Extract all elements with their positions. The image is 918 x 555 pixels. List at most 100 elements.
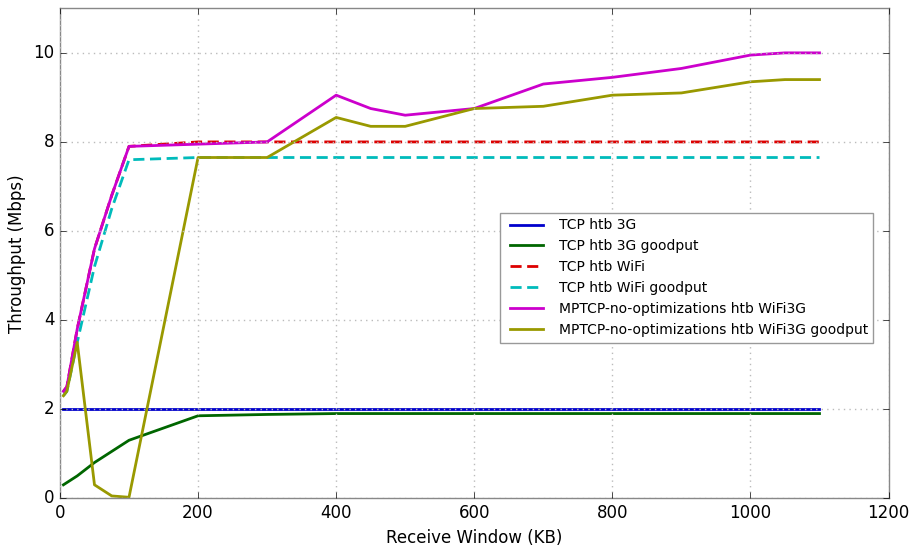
TCP htb 3G goodput [399, 410, 410, 417]
TCP htb WiFi goodput [89, 263, 100, 270]
MPTCP-no-optimizations htb WiFi3G goodput [330, 114, 341, 121]
TCP htb WiFi [193, 139, 204, 145]
TCP htb 3G [538, 406, 549, 412]
MPTCP-no-optimizations htb WiFi3G [72, 326, 83, 332]
MPTCP-no-optimizations htb WiFi3G goodput [399, 123, 410, 130]
MPTCP-no-optimizations htb WiFi3G goodput [538, 103, 549, 110]
TCP htb 3G goodput [62, 480, 73, 486]
TCP htb WiFi goodput [330, 154, 341, 161]
TCP htb 3G [72, 406, 83, 412]
TCP htb WiFi [262, 139, 273, 145]
TCP htb 3G [744, 406, 756, 412]
TCP htb 3G [330, 406, 341, 412]
TCP htb WiFi goodput [58, 392, 69, 399]
TCP htb WiFi goodput [538, 154, 549, 161]
TCP htb 3G [193, 406, 204, 412]
MPTCP-no-optimizations htb WiFi3G goodput [62, 388, 73, 395]
TCP htb WiFi goodput [399, 154, 410, 161]
TCP htb 3G [814, 406, 825, 412]
TCP htb WiFi goodput [193, 154, 204, 161]
MPTCP-no-optimizations htb WiFi3G [676, 65, 687, 72]
TCP htb WiFi [676, 139, 687, 145]
MPTCP-no-optimizations htb WiFi3G [814, 49, 825, 56]
Line: TCP htb WiFi goodput: TCP htb WiFi goodput [63, 158, 820, 396]
TCP htb WiFi [72, 326, 83, 332]
TCP htb WiFi goodput [676, 154, 687, 161]
TCP htb 3G goodput [124, 437, 135, 443]
X-axis label: Receive Window (KB): Receive Window (KB) [386, 529, 563, 547]
MPTCP-no-optimizations htb WiFi3G goodput [607, 92, 618, 98]
TCP htb WiFi [124, 143, 135, 150]
MPTCP-no-optimizations htb WiFi3G goodput [106, 493, 118, 500]
TCP htb 3G goodput [814, 410, 825, 417]
TCP htb WiFi [62, 384, 73, 390]
TCP htb 3G [62, 406, 73, 412]
MPTCP-no-optimizations htb WiFi3G goodput [744, 78, 756, 85]
TCP htb 3G [469, 406, 480, 412]
TCP htb WiFi goodput [744, 154, 756, 161]
TCP htb WiFi goodput [62, 388, 73, 395]
TCP htb WiFi goodput [814, 154, 825, 161]
TCP htb WiFi [814, 139, 825, 145]
MPTCP-no-optimizations htb WiFi3G goodput [814, 76, 825, 83]
TCP htb 3G goodput [72, 472, 83, 479]
MPTCP-no-optimizations htb WiFi3G goodput [262, 154, 273, 161]
TCP htb 3G goodput [262, 411, 273, 418]
TCP htb WiFi goodput [469, 154, 480, 161]
MPTCP-no-optimizations htb WiFi3G goodput [676, 89, 687, 96]
Y-axis label: Throughput (Mbps): Throughput (Mbps) [8, 174, 27, 332]
TCP htb 3G goodput [330, 410, 341, 417]
TCP htb 3G goodput [676, 410, 687, 417]
MPTCP-no-optimizations htb WiFi3G goodput [72, 339, 83, 346]
MPTCP-no-optimizations htb WiFi3G [538, 80, 549, 87]
TCP htb 3G [676, 406, 687, 412]
TCP htb WiFi goodput [607, 154, 618, 161]
TCP htb 3G goodput [538, 410, 549, 417]
TCP htb 3G [124, 406, 135, 412]
TCP htb 3G [89, 406, 100, 412]
Legend: TCP htb 3G, TCP htb 3G goodput, TCP htb WiFi, TCP htb WiFi goodput, MPTCP-no-opt: TCP htb 3G, TCP htb 3G goodput, TCP htb … [500, 213, 873, 342]
TCP htb 3G [399, 406, 410, 412]
TCP htb WiFi [607, 139, 618, 145]
MPTCP-no-optimizations htb WiFi3G [262, 139, 273, 145]
Line: MPTCP-no-optimizations htb WiFi3G: MPTCP-no-optimizations htb WiFi3G [63, 53, 820, 391]
Line: TCP htb 3G goodput: TCP htb 3G goodput [63, 413, 820, 485]
MPTCP-no-optimizations htb WiFi3G [193, 141, 204, 148]
TCP htb WiFi [106, 192, 118, 199]
MPTCP-no-optimizations htb WiFi3G [58, 388, 69, 395]
MPTCP-no-optimizations htb WiFi3G [779, 49, 790, 56]
Line: TCP htb WiFi: TCP htb WiFi [63, 142, 820, 391]
MPTCP-no-optimizations htb WiFi3G goodput [193, 154, 204, 161]
TCP htb 3G [607, 406, 618, 412]
TCP htb WiFi [330, 139, 341, 145]
MPTCP-no-optimizations htb WiFi3G [89, 245, 100, 252]
MPTCP-no-optimizations htb WiFi3G [330, 92, 341, 98]
TCP htb WiFi [89, 245, 100, 252]
MPTCP-no-optimizations htb WiFi3G goodput [365, 123, 376, 130]
TCP htb WiFi goodput [124, 157, 135, 163]
MPTCP-no-optimizations htb WiFi3G goodput [58, 392, 69, 399]
MPTCP-no-optimizations htb WiFi3G [607, 74, 618, 80]
TCP htb 3G goodput [193, 412, 204, 419]
TCP htb WiFi [744, 139, 756, 145]
TCP htb 3G goodput [89, 459, 100, 466]
TCP htb 3G goodput [58, 482, 69, 488]
Line: MPTCP-no-optimizations htb WiFi3G goodput: MPTCP-no-optimizations htb WiFi3G goodpu… [63, 79, 820, 497]
MPTCP-no-optimizations htb WiFi3G [469, 105, 480, 112]
MPTCP-no-optimizations htb WiFi3G [62, 384, 73, 390]
MPTCP-no-optimizations htb WiFi3G goodput [469, 105, 480, 112]
MPTCP-no-optimizations htb WiFi3G [124, 143, 135, 150]
MPTCP-no-optimizations htb WiFi3G [744, 52, 756, 58]
TCP htb WiFi [538, 139, 549, 145]
TCP htb 3G goodput [744, 410, 756, 417]
MPTCP-no-optimizations htb WiFi3G goodput [89, 482, 100, 488]
TCP htb 3G [58, 406, 69, 412]
MPTCP-no-optimizations htb WiFi3G [399, 112, 410, 119]
MPTCP-no-optimizations htb WiFi3G goodput [124, 494, 135, 501]
MPTCP-no-optimizations htb WiFi3G [106, 192, 118, 199]
TCP htb WiFi [58, 388, 69, 395]
MPTCP-no-optimizations htb WiFi3G goodput [779, 76, 790, 83]
TCP htb 3G goodput [469, 410, 480, 417]
TCP htb WiFi goodput [72, 339, 83, 346]
TCP htb WiFi goodput [262, 154, 273, 161]
